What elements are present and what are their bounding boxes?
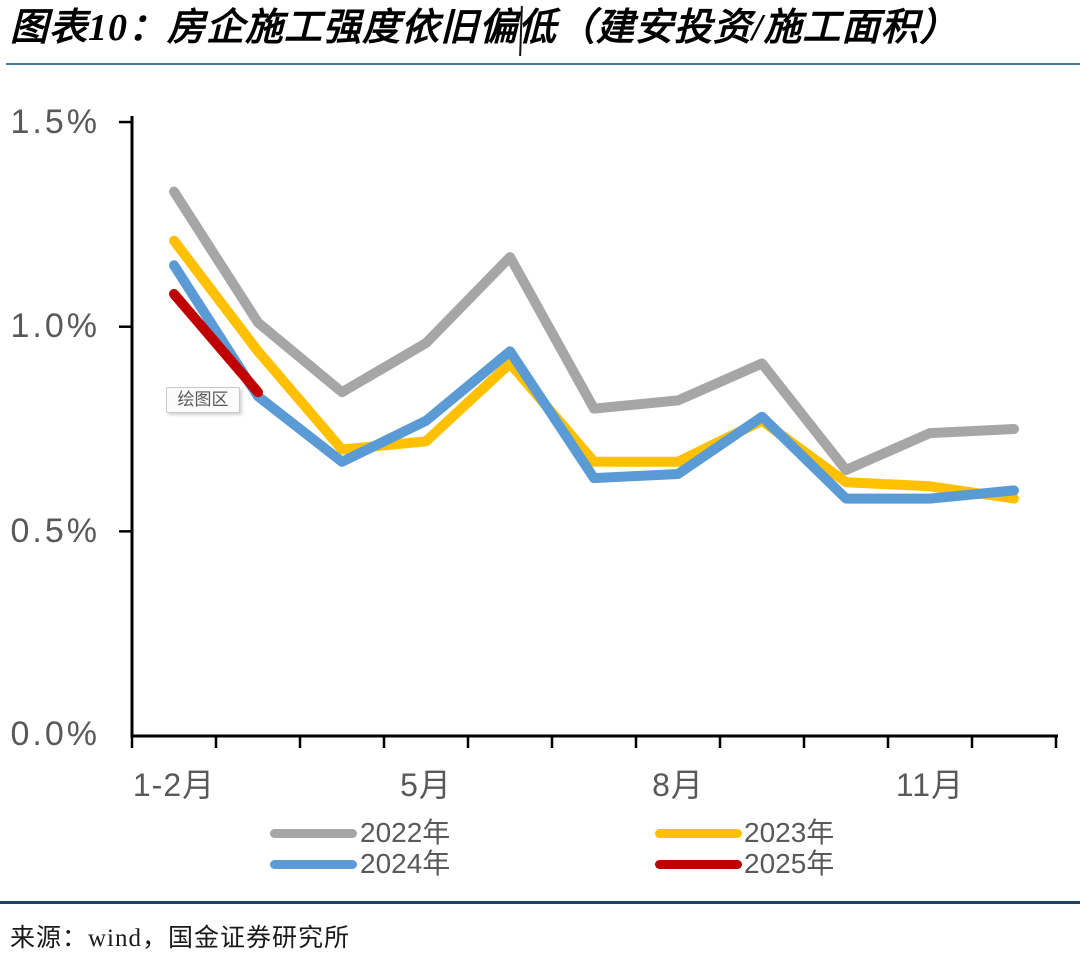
y-axis-tick-label: 1.0%: [10, 307, 100, 345]
legend-swatch-2022: [270, 829, 357, 838]
x-axis-tick-label: 5月: [400, 767, 452, 803]
plot-area-tooltip: 绘图区: [166, 387, 240, 413]
legend-label-2024: 2024年: [360, 848, 451, 879]
legend-label-2023: 2023年: [744, 817, 835, 848]
y-axis-tick-label: 0.5%: [10, 512, 100, 550]
legend-label-2025: 2025年: [744, 848, 835, 879]
title-divider-line: [6, 63, 1080, 65]
series-line-2024年: [169, 260, 1019, 504]
x-axis-tick-label: 11月: [895, 767, 965, 803]
y-axis-tick-label: 0.0%: [10, 715, 100, 753]
y-axis-tick-label: 1.5%: [10, 103, 100, 141]
legend-swatch-2024: [270, 860, 357, 869]
series-line-2023年: [169, 235, 1019, 504]
x-axis-tick-label: 8月: [652, 767, 704, 803]
series-line-2022年: [169, 186, 1019, 475]
footer-divider-line: [0, 901, 1080, 904]
source-note: 来源：wind，国金证券研究所: [10, 925, 351, 952]
page-title: 图表10：房企施工强度依旧偏低（建安投资/施工面积）: [10, 7, 959, 49]
legend-swatch-2023: [655, 829, 742, 838]
series-line-2025年: [169, 289, 263, 398]
legend-swatch-2025: [655, 860, 742, 869]
legend-label-2022: 2022年: [360, 817, 451, 848]
x-axis-tick-label: 1-2月: [132, 767, 216, 803]
